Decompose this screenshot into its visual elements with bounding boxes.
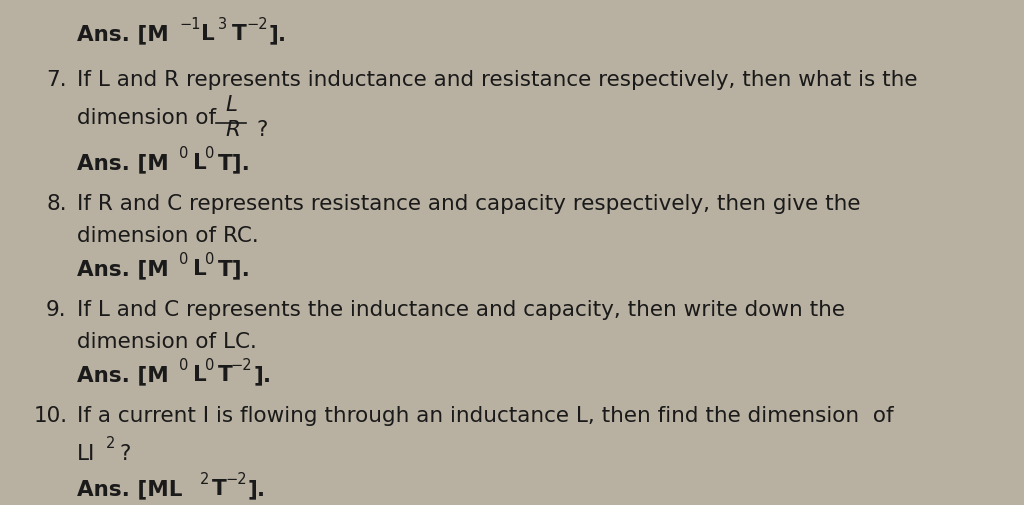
Text: −2: −2 xyxy=(225,472,247,487)
Text: −2: −2 xyxy=(247,17,268,32)
Text: L: L xyxy=(225,95,238,115)
Text: LI: LI xyxy=(77,443,95,464)
Text: 0: 0 xyxy=(205,252,214,267)
Text: 7.: 7. xyxy=(46,70,67,90)
Text: 0: 0 xyxy=(179,252,188,267)
Text: ?: ? xyxy=(120,443,131,464)
Text: If a current I is flowing through an inductance L, then find the dimension  of: If a current I is flowing through an ind… xyxy=(77,406,893,426)
Text: If R and C represents resistance and capacity respectively, then give the: If R and C represents resistance and cap… xyxy=(77,193,860,214)
Text: T: T xyxy=(231,24,246,44)
Text: Ans. [ML: Ans. [ML xyxy=(77,479,182,499)
Text: dimension of RC.: dimension of RC. xyxy=(77,226,258,246)
Text: L: L xyxy=(201,24,214,44)
Text: −1: −1 xyxy=(179,17,201,32)
Text: dimension of: dimension of xyxy=(77,108,216,128)
Text: 0: 0 xyxy=(179,358,188,373)
Text: dimension of LC.: dimension of LC. xyxy=(77,332,257,352)
Text: 2: 2 xyxy=(200,472,209,487)
Text: −2: −2 xyxy=(230,358,252,373)
Text: 9.: 9. xyxy=(46,299,67,320)
Text: Ans. [M: Ans. [M xyxy=(77,24,169,44)
Text: 0: 0 xyxy=(205,358,214,373)
Text: 0: 0 xyxy=(179,146,188,161)
Text: T: T xyxy=(212,479,226,499)
Text: L: L xyxy=(193,365,206,385)
Text: ?: ? xyxy=(256,120,267,140)
Text: T].: T]. xyxy=(218,153,251,173)
Text: If L and C represents the inductance and capacity, then write down the: If L and C represents the inductance and… xyxy=(77,299,845,320)
Text: ].: ]. xyxy=(268,24,287,44)
Text: Ans. [M: Ans. [M xyxy=(77,259,169,279)
Text: 10.: 10. xyxy=(34,406,68,426)
Text: ].: ]. xyxy=(254,365,272,385)
Text: 3: 3 xyxy=(218,17,227,32)
Text: T].: T]. xyxy=(218,259,251,279)
Text: T: T xyxy=(218,365,232,385)
Text: Ans. [M: Ans. [M xyxy=(77,365,169,385)
Text: L: L xyxy=(193,153,206,173)
Text: R: R xyxy=(225,120,241,140)
Text: 8.: 8. xyxy=(46,193,67,214)
Text: 0: 0 xyxy=(205,146,214,161)
Text: 2: 2 xyxy=(105,436,115,451)
Text: L: L xyxy=(193,259,206,279)
Text: If L and R represents inductance and resistance respectively, then what is the: If L and R represents inductance and res… xyxy=(77,70,918,90)
Text: Ans. [M: Ans. [M xyxy=(77,153,169,173)
Text: ].: ]. xyxy=(248,479,266,499)
